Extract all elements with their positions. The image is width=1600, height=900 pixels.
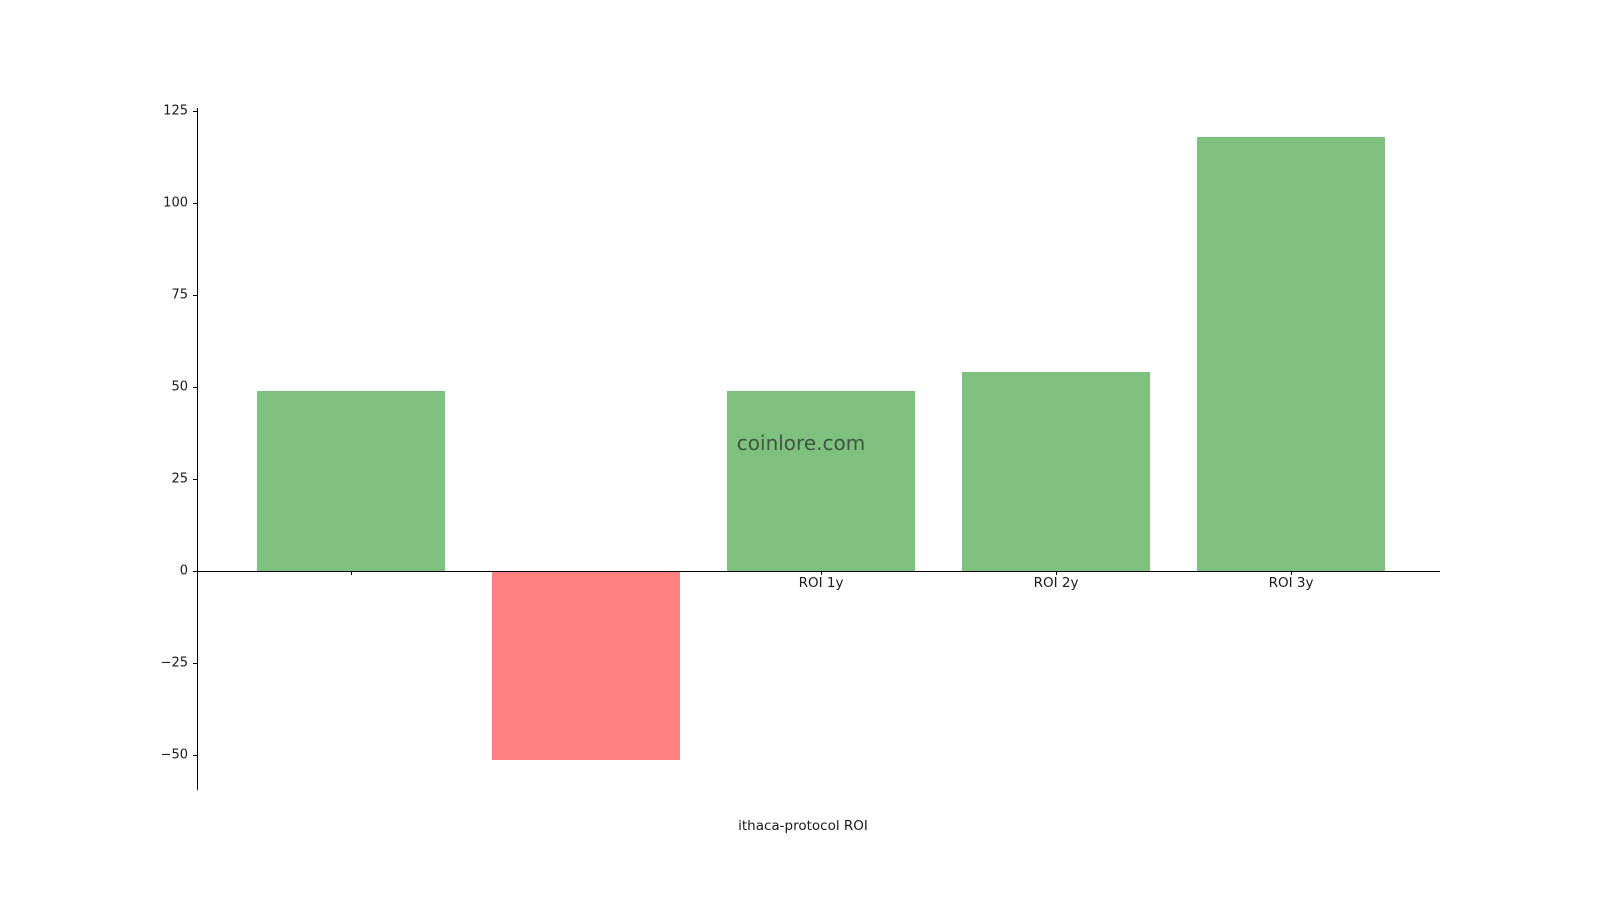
x-tick-label: ROI 2y (1033, 575, 1079, 591)
x-tick-label: ROI 3y (1268, 575, 1314, 591)
bar-roi-3y (1197, 136, 1385, 571)
y-tick-label: 50 (171, 379, 188, 395)
y-tick-mark (193, 571, 197, 572)
y-tick-label: 75 (171, 287, 188, 303)
bar-roi-1y (727, 390, 915, 571)
y-axis-spine (197, 108, 198, 790)
y-tick-mark (193, 387, 197, 388)
bar-roi-2y (962, 372, 1150, 571)
y-tick-mark (193, 663, 197, 664)
y-tick-mark (193, 479, 197, 480)
bar-period-2 (492, 572, 680, 760)
y-tick-mark (193, 111, 197, 112)
y-tick-mark (193, 755, 197, 756)
y-tick-mark (193, 295, 197, 296)
x-tick-mark (351, 571, 352, 575)
x-axis-line (197, 571, 1440, 572)
y-tick-label: −25 (160, 655, 188, 671)
watermark-text: coinlore.com (736, 431, 866, 455)
x-tick-mark (821, 571, 822, 575)
bar-period-1 (257, 390, 445, 571)
x-tick-label: ROI 1y (798, 575, 844, 591)
y-tick-label: −50 (160, 747, 188, 763)
chart-title: ithaca-protocol ROI (738, 818, 868, 834)
y-tick-label: 25 (171, 471, 188, 487)
y-tick-label: 100 (163, 195, 188, 211)
y-tick-mark (193, 203, 197, 204)
y-tick-label: 0 (179, 563, 188, 579)
x-tick-mark (1056, 571, 1057, 575)
x-tick-mark (1291, 571, 1292, 575)
y-tick-label: 125 (163, 103, 188, 119)
